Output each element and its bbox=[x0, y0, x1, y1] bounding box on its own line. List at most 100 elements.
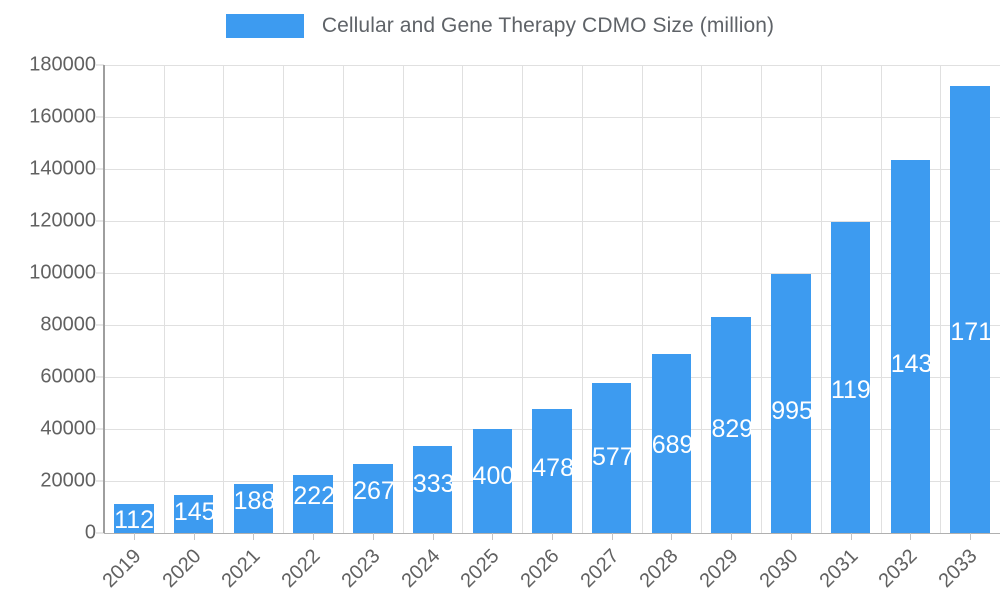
x-axis-tick-mark bbox=[970, 533, 971, 540]
y-axis-tick-label: 40000 bbox=[40, 417, 96, 440]
y-axis-tick-label: 180000 bbox=[29, 53, 96, 76]
bar[interactable] bbox=[353, 463, 393, 533]
gridline-vertical bbox=[104, 65, 105, 533]
y-axis-ticks: 0 20000 40000 60000 80000 100000 120000 140000 1… bbox=[0, 0, 104, 600]
y-axis-tick-label: 120000 bbox=[29, 209, 96, 232]
y-axis-tick-mark bbox=[96, 220, 104, 222]
bar-slot[interactable]: 68912 bbox=[651, 65, 692, 533]
x-axis-tick-mark bbox=[134, 533, 135, 540]
gridline-vertical bbox=[821, 65, 822, 533]
y-axis-tick-mark bbox=[96, 376, 104, 378]
bar[interactable] bbox=[114, 503, 154, 533]
bar-slot[interactable]: 57760 bbox=[592, 65, 632, 533]
gridline-vertical bbox=[462, 65, 463, 533]
x-axis-tick-mark bbox=[791, 533, 792, 540]
x-axis-tick-mark bbox=[313, 533, 314, 540]
x-axis-tick-mark bbox=[253, 533, 254, 540]
x-axis-tick-mark bbox=[373, 533, 374, 540]
x-axis-tick-label: 2024 bbox=[397, 545, 445, 593]
x-axis-tick-mark bbox=[731, 533, 732, 540]
y-axis-tick-label: 160000 bbox=[29, 105, 96, 128]
bar[interactable] bbox=[293, 475, 333, 533]
x-axis-tick-mark bbox=[910, 533, 911, 540]
x-axis-tick-label: 2030 bbox=[755, 545, 803, 593]
gridline-horizontal bbox=[104, 117, 1000, 118]
bar[interactable] bbox=[950, 85, 990, 533]
bar-slot[interactable]: 47800 bbox=[532, 65, 572, 533]
x-axis-ticks: 2019 2020 2021 2022 2023 2024 2025 2026 2027 2028… bbox=[98, 533, 1000, 600]
x-axis-tick-label: 2019 bbox=[98, 545, 146, 593]
x-axis-tick-label: 2020 bbox=[158, 545, 206, 593]
gridline-horizontal bbox=[104, 221, 1000, 222]
y-axis-tick-mark bbox=[96, 272, 104, 274]
x-axis-tick-label: 2026 bbox=[516, 545, 564, 593]
bar-slot[interactable]: 40000 bbox=[472, 65, 512, 533]
gridline-vertical bbox=[223, 65, 224, 533]
gridline-vertical bbox=[642, 65, 643, 533]
y-axis-tick-label: 100000 bbox=[29, 261, 96, 284]
bar-slot[interactable]: 18800 bbox=[233, 65, 274, 533]
y-axis-tick-mark bbox=[96, 428, 104, 430]
bar[interactable] bbox=[592, 382, 632, 533]
x-axis-tick-label: 2029 bbox=[695, 545, 743, 593]
bar[interactable] bbox=[890, 160, 931, 533]
bar[interactable] bbox=[233, 484, 274, 533]
x-axis-tick-label: 2025 bbox=[456, 545, 504, 593]
x-axis-tick-mark bbox=[492, 533, 493, 540]
y-axis-line bbox=[103, 65, 104, 533]
y-axis-tick-label: 0 bbox=[84, 521, 96, 544]
x-axis-tick-mark bbox=[851, 533, 852, 540]
bar-slot[interactable]: 143327 bbox=[890, 65, 931, 533]
bar-slot[interactable]: 99533 bbox=[771, 65, 811, 533]
bar[interactable] bbox=[472, 429, 512, 533]
bar[interactable] bbox=[532, 408, 572, 533]
y-axis-tick-mark bbox=[96, 532, 104, 534]
x-axis-tick-mark bbox=[612, 533, 613, 540]
gridline-horizontal bbox=[104, 65, 1000, 66]
bar-slot[interactable]: 22200 bbox=[293, 65, 333, 533]
x-axis-tick-mark bbox=[194, 533, 195, 540]
gridline-vertical bbox=[582, 65, 583, 533]
gridline-horizontal bbox=[104, 169, 1000, 170]
bar-slot[interactable]: 26700 bbox=[353, 65, 393, 533]
bar[interactable] bbox=[651, 353, 692, 533]
chart-legend: Cellular and Gene Therapy CDMO Size (mil… bbox=[0, 14, 1000, 38]
gridline-vertical bbox=[343, 65, 344, 533]
y-axis-tick-mark bbox=[96, 324, 104, 326]
bar[interactable] bbox=[173, 495, 214, 533]
bar[interactable] bbox=[412, 446, 453, 533]
x-axis-tick-label: 2023 bbox=[337, 545, 385, 593]
x-axis-tick-label: 2033 bbox=[934, 545, 982, 593]
y-axis-tick-label: 60000 bbox=[40, 365, 96, 388]
gridline-vertical bbox=[522, 65, 523, 533]
gridline-vertical bbox=[881, 65, 882, 533]
bar-slot[interactable]: 119439 bbox=[830, 65, 871, 533]
gridline-vertical bbox=[164, 65, 165, 533]
bar-series-container: 11200 14500 18800 22200 26700 33300 40000 47800… bbox=[104, 65, 1000, 533]
gridline-vertical bbox=[940, 65, 941, 533]
gridline-horizontal bbox=[104, 325, 1000, 326]
x-axis-tick-label: 2022 bbox=[277, 545, 325, 593]
gridline-vertical bbox=[403, 65, 404, 533]
x-axis-tick-mark bbox=[671, 533, 672, 540]
bar[interactable] bbox=[711, 317, 751, 533]
bar-slot[interactable]: 33300 bbox=[412, 65, 453, 533]
bar-slot[interactable]: 82941 bbox=[711, 65, 751, 533]
bar[interactable] bbox=[830, 222, 871, 533]
legend-swatch-series-0 bbox=[225, 14, 304, 38]
bar-slot[interactable]: 11200 bbox=[114, 65, 154, 533]
gridline-vertical bbox=[761, 65, 762, 533]
x-axis-tick-label: 2021 bbox=[217, 545, 265, 593]
gridline-horizontal bbox=[104, 273, 1000, 274]
y-axis-tick-mark bbox=[96, 168, 104, 170]
gridline-vertical bbox=[283, 65, 284, 533]
gridline-horizontal bbox=[104, 377, 1000, 378]
x-axis-tick-label: 2028 bbox=[635, 545, 684, 593]
bar-slot[interactable]: 14500 bbox=[173, 65, 214, 533]
y-axis-tick-label: 140000 bbox=[29, 157, 96, 180]
bar-slot[interactable]: 171991 bbox=[950, 65, 990, 533]
y-axis-tick-label: 80000 bbox=[40, 313, 96, 336]
x-axis-tick-mark bbox=[552, 533, 553, 540]
bar[interactable] bbox=[771, 274, 811, 533]
